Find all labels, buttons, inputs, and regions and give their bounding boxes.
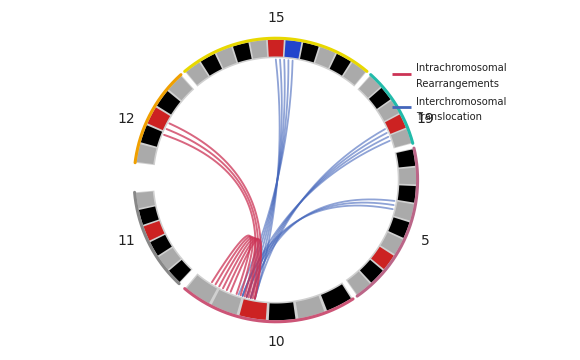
Text: 19: 19	[417, 112, 434, 126]
Polygon shape	[371, 247, 394, 269]
Polygon shape	[169, 260, 191, 282]
Text: 15: 15	[267, 12, 285, 25]
Polygon shape	[135, 191, 193, 284]
Polygon shape	[357, 75, 413, 148]
Polygon shape	[216, 47, 237, 68]
Polygon shape	[284, 40, 302, 59]
Polygon shape	[184, 273, 353, 322]
Polygon shape	[137, 144, 157, 164]
Polygon shape	[269, 302, 295, 320]
Polygon shape	[315, 47, 335, 68]
Polygon shape	[329, 54, 351, 76]
Polygon shape	[380, 233, 403, 254]
Polygon shape	[385, 114, 406, 134]
Polygon shape	[296, 296, 324, 318]
Polygon shape	[136, 192, 155, 208]
Polygon shape	[391, 129, 411, 147]
Polygon shape	[157, 91, 180, 114]
Polygon shape	[346, 148, 418, 296]
Text: Translocation: Translocation	[416, 112, 482, 122]
Polygon shape	[150, 235, 172, 256]
Text: Interchromosomal: Interchromosomal	[416, 97, 506, 107]
Polygon shape	[369, 88, 390, 109]
Polygon shape	[184, 38, 367, 87]
Text: Rearrangements: Rearrangements	[416, 78, 499, 89]
Polygon shape	[159, 248, 181, 269]
Polygon shape	[186, 63, 208, 85]
Polygon shape	[399, 168, 416, 184]
Polygon shape	[250, 40, 267, 59]
Polygon shape	[169, 76, 193, 100]
Polygon shape	[321, 284, 351, 310]
Polygon shape	[347, 271, 370, 294]
Polygon shape	[141, 125, 162, 147]
Polygon shape	[378, 101, 399, 121]
Polygon shape	[343, 63, 365, 85]
Polygon shape	[201, 54, 222, 76]
Polygon shape	[394, 202, 414, 221]
Polygon shape	[139, 206, 159, 225]
Text: 11: 11	[117, 234, 135, 248]
Polygon shape	[359, 76, 380, 98]
Polygon shape	[388, 217, 409, 238]
Text: Intrachromosomal: Intrachromosomal	[416, 63, 507, 73]
Polygon shape	[398, 185, 416, 203]
Polygon shape	[233, 42, 252, 62]
Polygon shape	[300, 42, 319, 62]
Polygon shape	[187, 275, 217, 303]
Polygon shape	[396, 149, 415, 167]
Text: 10: 10	[267, 335, 285, 348]
Polygon shape	[212, 290, 241, 315]
Polygon shape	[240, 299, 267, 320]
Text: 12: 12	[117, 112, 135, 126]
Polygon shape	[360, 260, 383, 283]
Text: 5: 5	[421, 234, 430, 248]
Polygon shape	[268, 40, 284, 57]
Polygon shape	[135, 75, 194, 165]
Polygon shape	[147, 107, 170, 130]
Polygon shape	[144, 221, 165, 241]
